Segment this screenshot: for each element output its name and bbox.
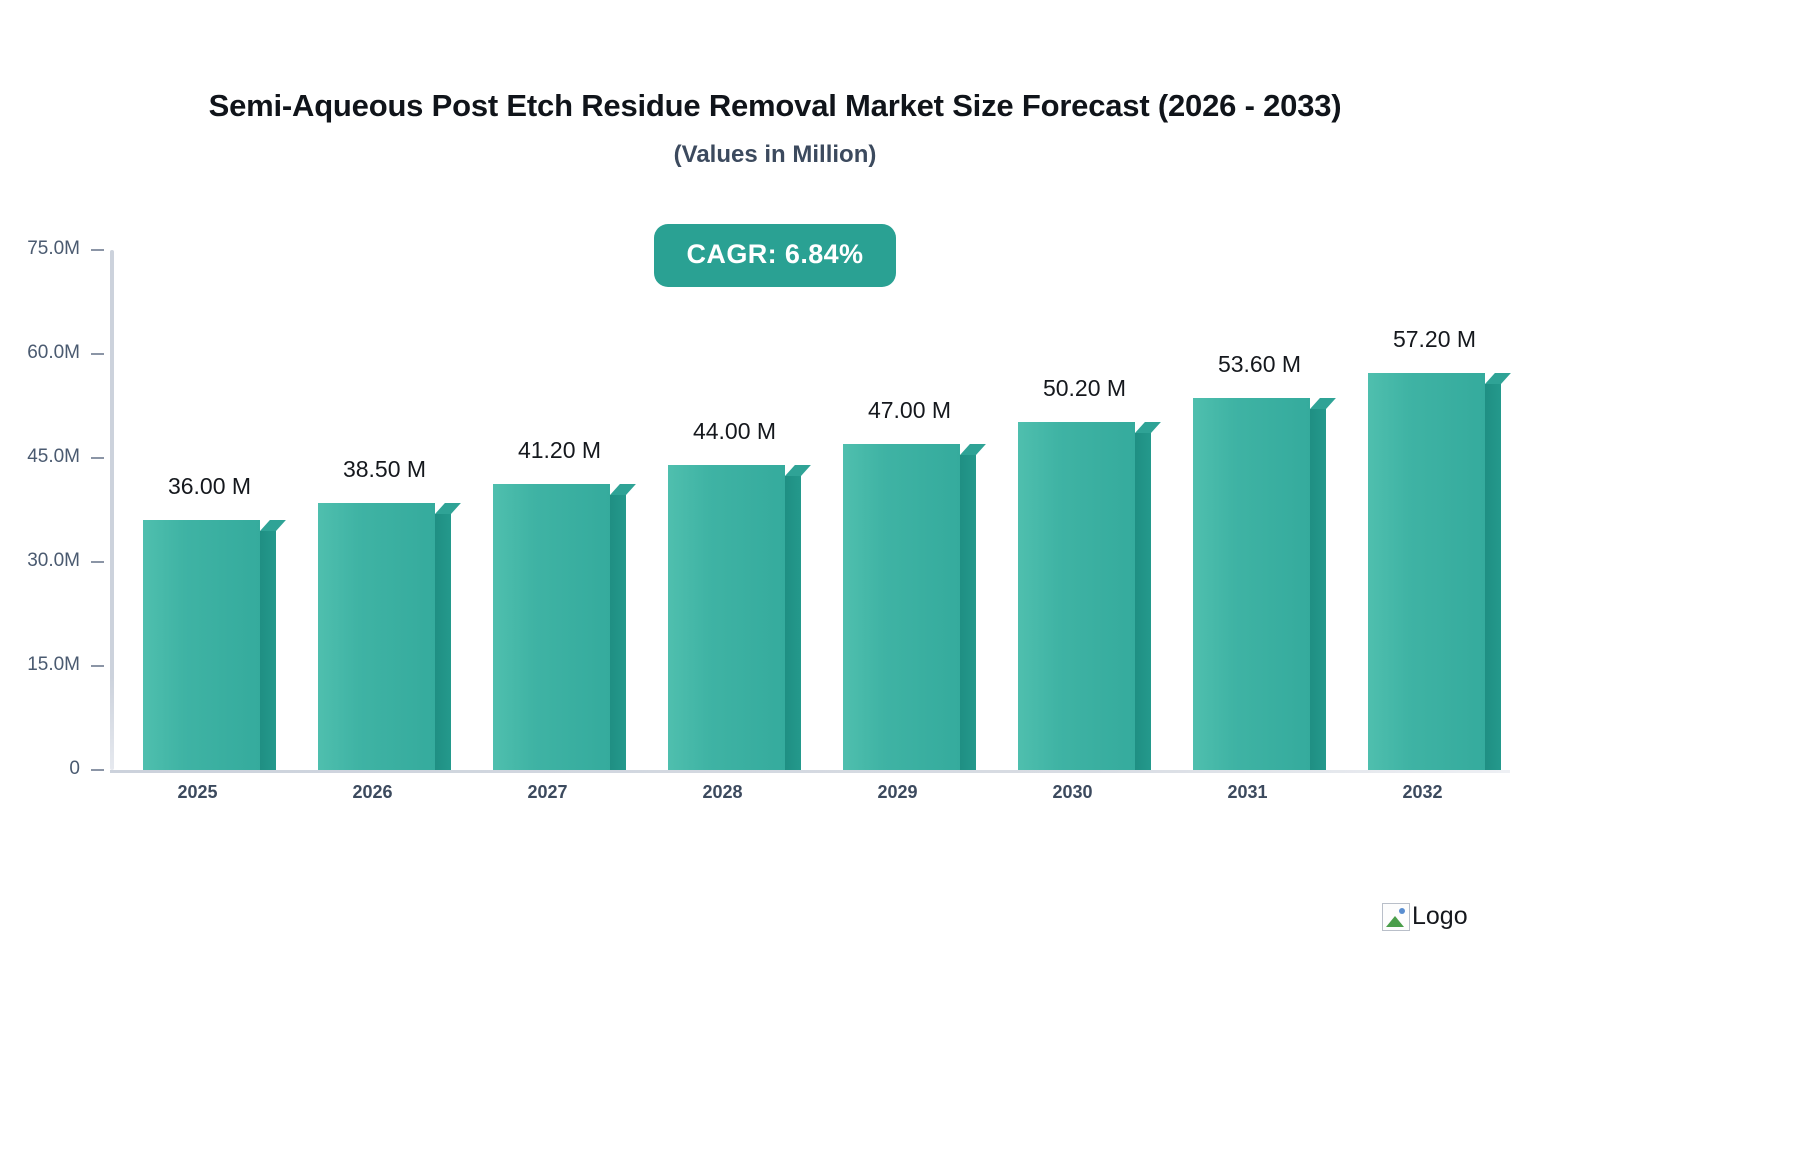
y-axis-tick-mark [91,457,104,459]
y-axis-tick-label: 60.0M [27,342,80,363]
bar-top-face [960,444,986,456]
bar-value-label: 44.00 M [692,417,777,444]
x-axis-label: 2025 [177,782,218,802]
bar-group[interactable]: 50.20 M [1018,250,1161,770]
bar-group[interactable]: 57.20 M [1368,250,1511,770]
bar-group[interactable]: 44.00 M [668,250,811,770]
bar-group[interactable]: 38.50 M [318,250,461,770]
chart-subtitle: (Values in Million) [673,140,877,168]
bar-top-face [1310,398,1336,410]
cagr-badge-wrapper: CAGR: 6.84% [0,224,1550,287]
chart-title: Semi-Aqueous Post Etch Residue Removal M… [208,88,1342,123]
x-axis-labels: 2025 2026 2027 2028 2029 2030 2031 2032 [110,782,1510,822]
y-axis-tick-label: 30.0M [27,550,80,571]
bar-front-face[interactable] [318,503,436,770]
bar-side-face [1485,384,1501,770]
x-axis-label: 2028 [702,782,743,802]
x-axis-label: 2026 [352,782,393,802]
bar-top-face [1135,421,1161,433]
bar-group[interactable]: 41.20 M [493,250,636,770]
bar-value-label: 41.20 M [517,437,602,464]
y-axis-tick-mark [91,561,104,563]
logo: Logo [1382,902,1468,931]
bar-value-label: 47.00 M [867,397,952,424]
x-axis-label: 2032 [1402,782,1443,802]
bar-value-label: 36.00 M [167,473,252,500]
bar-top-face [1485,373,1511,385]
plot-area: 75.0M 60.0M 45.0M 30.0M 15.0M 0 36.00 M 38.50 … [27,238,1511,779]
bar-side-face [435,514,451,770]
bar-series: 36.00 M 38.50 M 41.20 M 44.00 M 47.00 M 50.20… [110,250,1511,770]
bar-side-face [1310,409,1326,770]
bar-value-label: 50.20 M [1042,374,1127,401]
bar-group[interactable]: 53.60 M [1193,250,1336,770]
y-axis-tick-mark [91,769,104,771]
y-axis-tick-label: 75.0M [27,238,80,259]
bar-side-face [610,495,626,770]
bar-group[interactable]: 47.00 M [843,250,986,770]
x-axis-label: 2029 [877,782,918,802]
bar-front-face[interactable] [843,444,961,770]
bar-side-face [785,475,801,770]
bar-front-face[interactable] [143,520,261,770]
bar-top-face [260,520,286,532]
broken-image-icon [1382,902,1410,931]
x-axis-label: 2030 [1052,782,1093,802]
y-axis-tick-label: 15.0M [27,654,80,675]
y-axis-tick-mark [91,353,104,355]
bar-value-label: 57.20 M [1392,326,1477,353]
bar-top-face [610,484,636,496]
bar-side-face [960,455,976,770]
y-axis-tick-mark [91,665,104,667]
bar-front-face[interactable] [1193,398,1311,770]
y-axis-tick-mark [91,249,104,251]
chart-container: Semi-Aqueous Post Etch Residue Removal M… [0,88,1550,931]
bar-side-face [260,531,276,770]
bar-front-face[interactable] [1368,373,1486,770]
y-axis-tick-label: 0 [69,758,80,779]
title-block: Semi-Aqueous Post Etch Residue Removal M… [0,88,1550,169]
bar-front-face[interactable] [1018,421,1136,770]
bar-front-face[interactable] [493,484,611,770]
cagr-badge: CAGR: 6.84% [653,224,897,287]
bar-top-face [435,503,461,515]
bar-side-face [1135,432,1151,770]
bar-front-face[interactable] [668,464,786,770]
x-axis-label: 2031 [1227,782,1268,802]
logo-label: Logo [1412,902,1468,930]
bar-value-label: 38.50 M [342,456,427,483]
bar-top-face [785,464,811,476]
y-axis-line [110,250,114,770]
x-axis-line [110,770,1510,773]
bar-value-label: 53.60 M [1217,351,1302,378]
bar-group[interactable]: 36.00 M [143,250,286,770]
x-axis-label: 2027 [527,782,568,802]
y-axis-tick-label: 45.0M [27,446,80,467]
